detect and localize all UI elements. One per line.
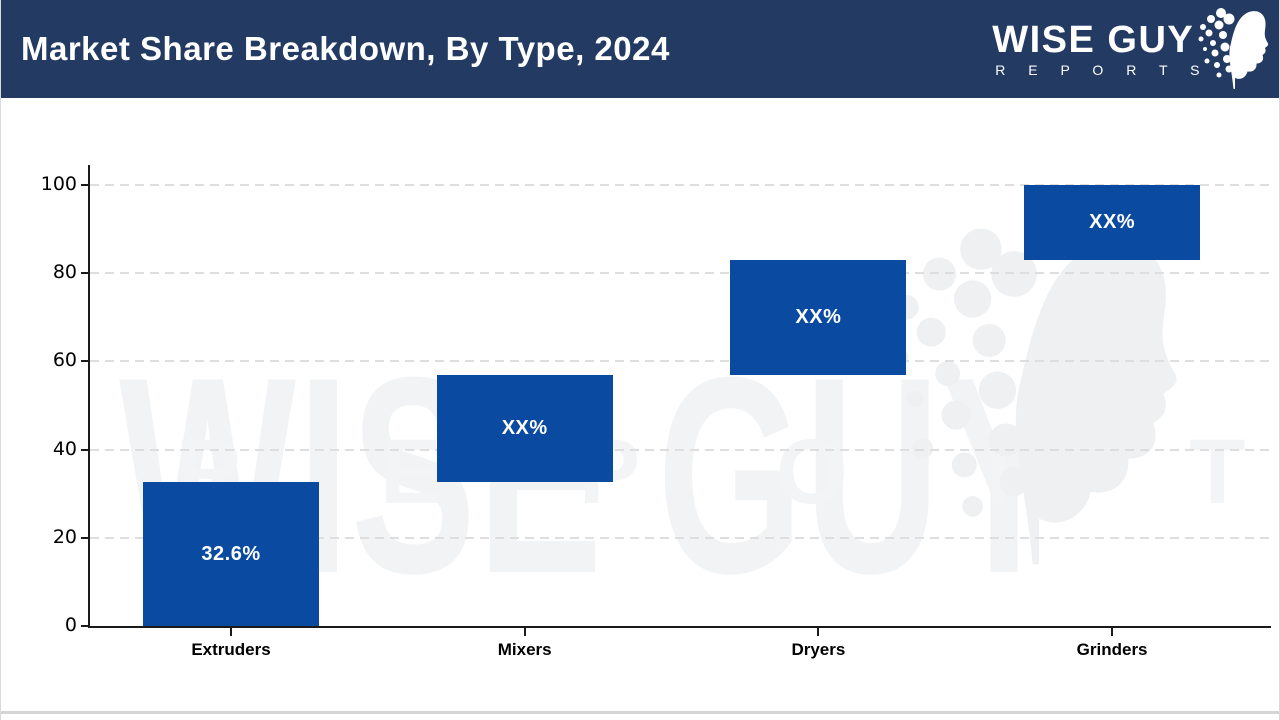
bar-value-label: XX% <box>1089 210 1136 233</box>
brand-logo-text: WISE GUY R E P O R T S <box>992 21 1209 78</box>
gridline <box>90 272 1271 275</box>
bar-value-label: XX% <box>795 305 842 328</box>
bar-value-label: XX% <box>501 416 548 439</box>
y-tick-mark <box>81 184 88 186</box>
gridline <box>90 360 1271 363</box>
category-label-mixers: Mixers <box>497 640 552 659</box>
y-tick-label: 80 <box>52 261 77 284</box>
y-tick-mark <box>81 536 88 539</box>
logo-subtitle: R E P O R T S <box>995 61 1209 78</box>
category-label-dryers: Dryers <box>791 640 846 659</box>
bar-extruders: 32.6% <box>143 482 319 626</box>
y-tick-label: 100 <box>40 173 77 195</box>
y-tick-mark <box>81 448 88 451</box>
y-tick-mark <box>81 625 88 627</box>
bar-grinders: XX% <box>1024 185 1201 260</box>
x-axis-line <box>88 626 1271 628</box>
x-tick-mark <box>523 628 526 636</box>
bottom-rule <box>1 711 1279 714</box>
y-tick-label: 0 <box>64 614 77 636</box>
y-tick-label: 60 <box>52 349 77 372</box>
category-label-extruders: Extruders <box>191 640 271 659</box>
y-axis-line <box>88 165 90 628</box>
x-tick-mark <box>1111 628 1114 636</box>
x-tick-mark <box>817 628 820 636</box>
logo-wordmark: WISE GUY <box>992 18 1195 61</box>
gridline <box>90 536 1271 539</box>
gridline <box>90 184 1271 186</box>
page-title: Market Share Breakdown, By Type, 2024 <box>21 30 670 67</box>
category-label-grinders: Grinders <box>1076 640 1148 659</box>
bar-mixers: XX% <box>436 374 613 483</box>
header-bar: Market Share Breakdown, By Type, 2024 WI… <box>1 0 1279 98</box>
chart-area: WISE GUY R E P O R T S 02040608010032.6%… <box>1 98 1279 715</box>
y-tick-mark <box>81 272 88 275</box>
logo-head-icon <box>1198 8 1269 89</box>
gridline <box>90 448 1271 451</box>
bar-value-label: 32.6% <box>201 542 261 565</box>
brand-logo: WISE GUY R E P O R T S <box>992 5 1275 93</box>
x-tick-mark <box>230 628 232 636</box>
bar-dryers: XX% <box>730 259 907 375</box>
y-tick-mark <box>81 360 88 363</box>
y-tick-label: 40 <box>52 437 77 460</box>
y-tick-label: 20 <box>52 525 77 548</box>
